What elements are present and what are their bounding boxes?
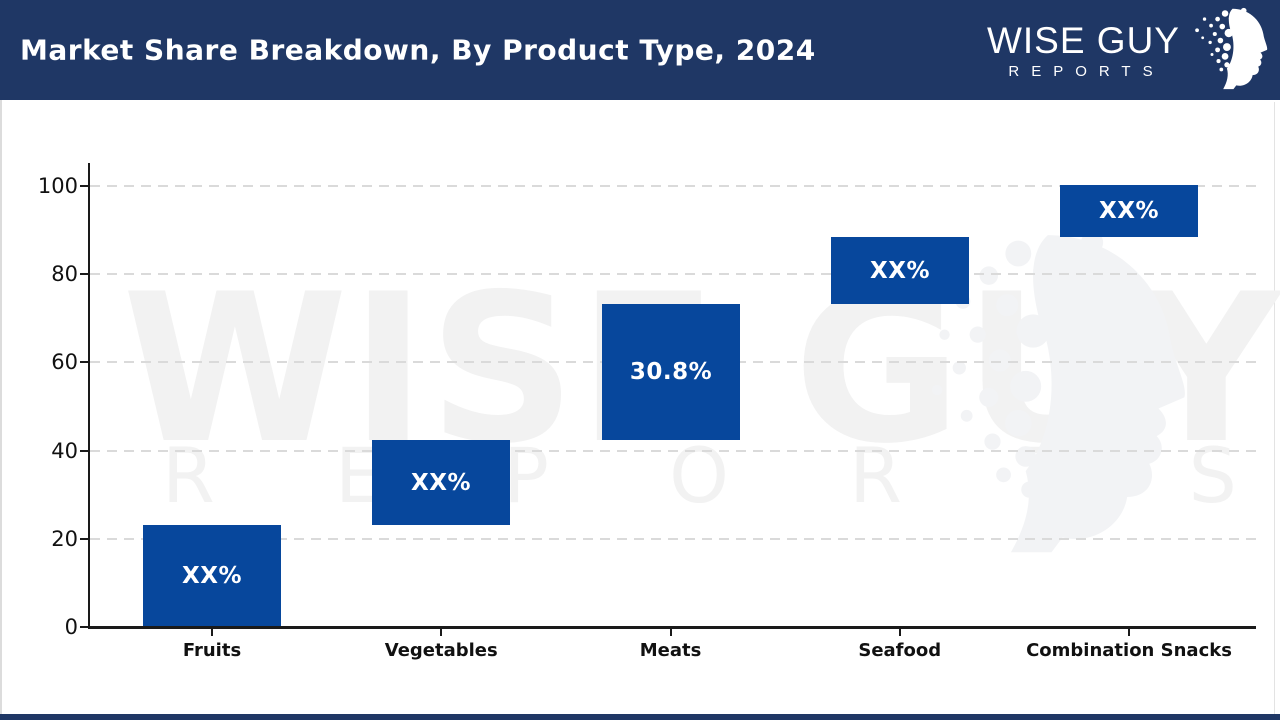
y-tick-20 bbox=[80, 538, 88, 540]
category-label-fruits: Fruits bbox=[182, 640, 242, 661]
chart-title: Market Share Breakdown, By Product Type,… bbox=[20, 33, 816, 67]
y-tick-0 bbox=[80, 626, 88, 628]
footer-bar bbox=[0, 714, 1280, 720]
x-axis-line bbox=[88, 626, 1256, 629]
y-tick-60 bbox=[80, 361, 88, 363]
logo-wise-guy: WISE GUY bbox=[986, 20, 1180, 61]
x-tick-fruits bbox=[211, 629, 213, 636]
bar-value-label: XX% bbox=[181, 562, 242, 589]
y-tick-label-60: 60 bbox=[51, 350, 78, 374]
gridline-100 bbox=[90, 185, 1256, 187]
y-tick-40 bbox=[80, 450, 88, 452]
gridline-40 bbox=[90, 450, 1256, 452]
bar-seafood: XX% bbox=[831, 237, 969, 304]
y-tick-label-40: 40 bbox=[51, 439, 78, 463]
gridline-80 bbox=[90, 273, 1256, 275]
y-tick-label-0: 0 bbox=[64, 615, 78, 639]
bar-value-label: XX% bbox=[869, 257, 930, 284]
y-tick-label-80: 80 bbox=[51, 262, 78, 286]
bar-vegetables: XX% bbox=[372, 440, 510, 525]
y-tick-100 bbox=[80, 185, 88, 187]
x-tick-combination-snacks bbox=[1128, 629, 1130, 636]
wise-guy-reports-logo: WISE GUY REPORTS bbox=[987, 0, 1268, 100]
gridline-20 bbox=[90, 538, 1256, 540]
watermark-head-icon bbox=[931, 231, 1185, 553]
category-label-combination-snacks: Combination Snacks bbox=[1026, 640, 1232, 661]
bar-combination-snacks: XX% bbox=[1060, 185, 1198, 237]
category-label-meats: Meats bbox=[639, 640, 702, 661]
category-label-seafood: Seafood bbox=[858, 640, 942, 661]
right-edge-line bbox=[1274, 102, 1275, 714]
bar-fruits: XX% bbox=[143, 525, 281, 626]
logo-text: WISE GUY REPORTS bbox=[986, 20, 1180, 80]
y-tick-label-100: 100 bbox=[37, 174, 78, 198]
logo-head-icon bbox=[1195, 7, 1268, 90]
left-edge-line bbox=[0, 98, 2, 718]
y-tick-label-20: 20 bbox=[51, 527, 78, 551]
y-axis-line bbox=[88, 163, 90, 628]
header-bar: Market Share Breakdown, By Product Type,… bbox=[0, 0, 1280, 100]
x-tick-vegetables bbox=[440, 629, 442, 636]
logo-reports: REPORTS bbox=[1008, 62, 1165, 80]
y-tick-80 bbox=[80, 273, 88, 275]
x-tick-seafood bbox=[899, 629, 901, 636]
category-label-vegetables: Vegetables bbox=[384, 640, 498, 661]
x-tick-meats bbox=[670, 629, 672, 636]
bar-value-label: 30.8% bbox=[629, 359, 713, 385]
bar-value-label: XX% bbox=[1098, 198, 1159, 224]
bar-meats: 30.8% bbox=[602, 304, 740, 440]
bar-value-label: XX% bbox=[410, 469, 471, 496]
